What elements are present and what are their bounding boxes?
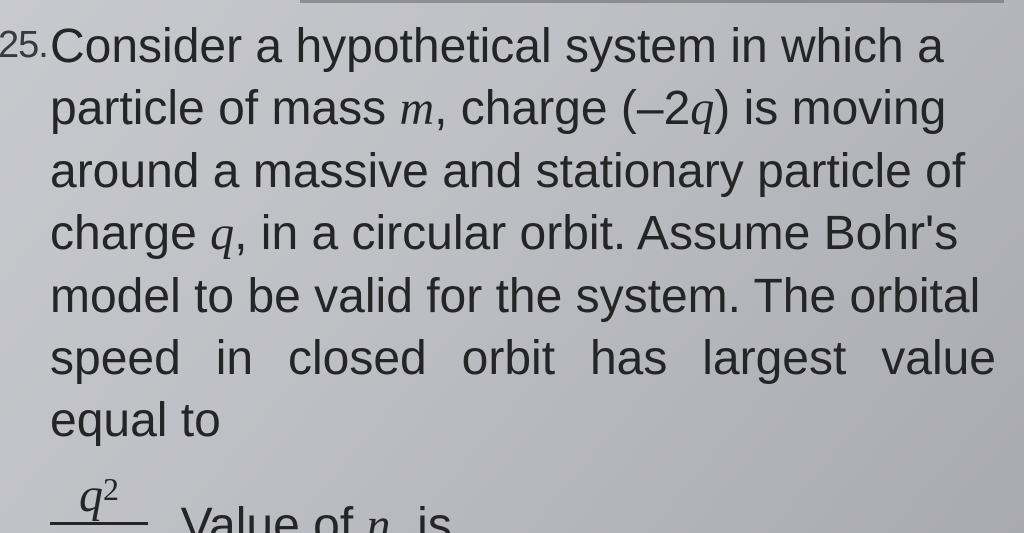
- var-q-1: q: [690, 82, 714, 135]
- var-m: m: [399, 82, 434, 135]
- top-border-rule: [300, 0, 1004, 3]
- text-line-3: around a massive and stationary particle…: [50, 145, 965, 198]
- text-line-1: Consider a hypothetical system in which …: [50, 20, 944, 73]
- tail-text: . Value of n, is: [154, 498, 452, 533]
- text-line-6: speed in closed orbit has largest value …: [50, 332, 996, 447]
- fraction: q2 nε0h: [50, 467, 148, 533]
- text-line-2b: , charge (–2: [434, 82, 690, 135]
- fraction-numerator: q2: [69, 467, 129, 522]
- text-line-4a: charge: [50, 207, 210, 260]
- question-block: 25. Consider a hypothetical system in wh…: [0, 8, 1024, 533]
- tail-a: . Value of: [154, 499, 367, 533]
- den-h: h: [116, 526, 140, 533]
- var-n: n: [367, 499, 391, 533]
- question-number: 25.: [0, 24, 48, 67]
- num-exponent: 2: [103, 471, 119, 507]
- text-line-2a: particle of mass: [50, 82, 399, 135]
- text-line-5: model to be valid for the system. The or…: [50, 270, 980, 323]
- den-eps: ε: [82, 526, 101, 533]
- question-text: Consider a hypothetical system in which …: [50, 16, 996, 453]
- tail-b: , is: [391, 499, 452, 533]
- num-base: q: [79, 469, 103, 522]
- fraction-denominator: nε0h: [50, 525, 148, 533]
- text-line-4b: , in a circular orbit. Assume Bohr's: [234, 207, 958, 260]
- var-q-2: q: [210, 207, 234, 260]
- fraction-line: q2 nε0h . Value of n, is: [50, 467, 996, 533]
- den-n: n: [58, 526, 82, 533]
- text-line-2c: ) is moving: [714, 82, 946, 135]
